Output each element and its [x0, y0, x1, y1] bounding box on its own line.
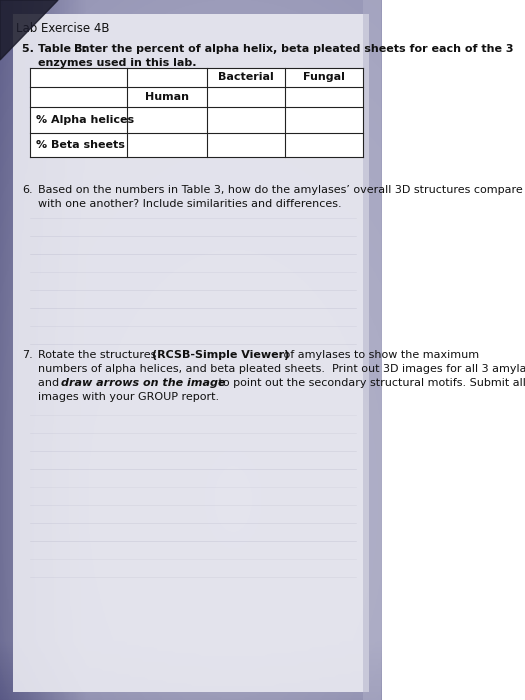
Text: Lab Exercise 4B: Lab Exercise 4B — [16, 22, 110, 35]
Text: % Alpha helices: % Alpha helices — [36, 115, 134, 125]
Bar — [30, 68, 363, 157]
Text: with one another? Include similarities and differences.: with one another? Include similarities a… — [38, 199, 341, 209]
Polygon shape — [0, 0, 58, 60]
Text: Rotate the structures: Rotate the structures — [38, 350, 160, 360]
Text: Bacterial: Bacterial — [218, 73, 274, 83]
FancyBboxPatch shape — [13, 14, 369, 692]
Text: of amylases to show the maximum: of amylases to show the maximum — [280, 350, 479, 360]
Text: Human: Human — [145, 92, 189, 102]
Text: enzymes used in this lab.: enzymes used in this lab. — [38, 58, 196, 68]
Text: and: and — [38, 378, 62, 388]
Text: 5.: 5. — [22, 44, 41, 54]
Text: numbers of alpha helices, and beta pleated sheets.  Print out 3D images for all : numbers of alpha helices, and beta pleat… — [38, 364, 525, 374]
Bar — [363, 0, 381, 700]
Text: 7.: 7. — [22, 350, 33, 360]
Text: % Beta sheets: % Beta sheets — [36, 140, 125, 150]
Text: 6.: 6. — [22, 185, 33, 195]
Text: (RCSB-Simple Viewer): (RCSB-Simple Viewer) — [152, 350, 289, 360]
Text: Based on the numbers in Table 3, how do the amylases’ overall 3D structures comp: Based on the numbers in Table 3, how do … — [38, 185, 522, 195]
Text: Enter the percent of alpha helix, beta pleated sheets for each of the 3: Enter the percent of alpha helix, beta p… — [74, 44, 513, 54]
Text: Fungal: Fungal — [303, 73, 345, 83]
Text: draw arrows on the image: draw arrows on the image — [61, 378, 225, 388]
Text: images with your GROUP report.: images with your GROUP report. — [38, 392, 219, 402]
Text: Table 3:: Table 3: — [38, 44, 87, 54]
Text: to point out the secondary structural motifs. Submit all 3: to point out the secondary structural mo… — [215, 378, 525, 388]
